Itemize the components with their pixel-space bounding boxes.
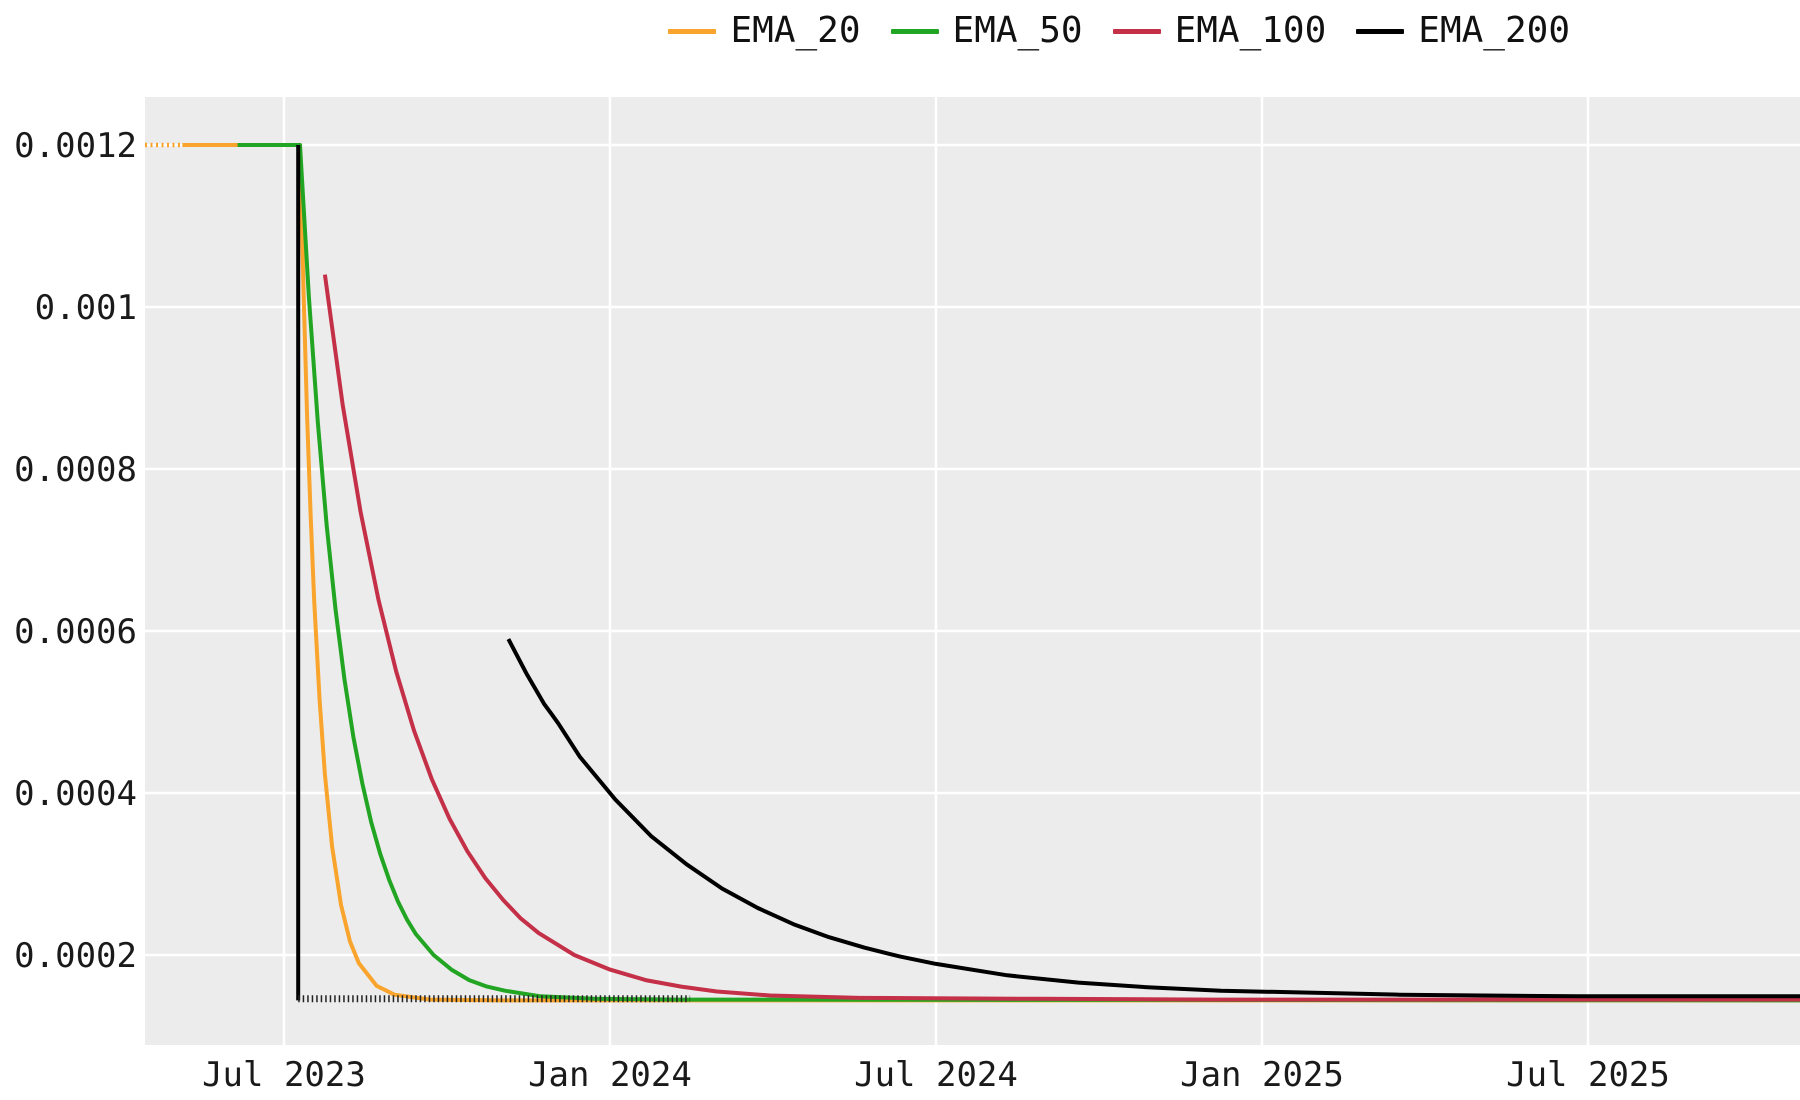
x-tick-label: Jan 2024 [528, 1055, 692, 1095]
legend-label: EMA_100 [1174, 10, 1327, 51]
y-tick-label: 0.0008 [14, 450, 137, 490]
y-tick-label: 0.001 [35, 288, 137, 328]
x-tick-label: Jul 2023 [202, 1055, 366, 1095]
legend-line-swatch-icon [1112, 28, 1161, 34]
x-tick-label: Jan 2025 [1180, 1055, 1344, 1095]
plot-background [145, 97, 1800, 1045]
legend-label: EMA_200 [1418, 10, 1570, 51]
y-tick-label: 0.0002 [14, 936, 137, 976]
legend-line-swatch-icon [1356, 28, 1405, 34]
y-tick-label: 0.0004 [14, 774, 137, 814]
legend-label: EMA_50 [952, 10, 1083, 51]
legend-item-ema_100: EMA_100 [1112, 8, 1327, 54]
x-tick-label: Jul 2025 [1506, 1055, 1670, 1095]
legend-label: EMA_20 [730, 10, 861, 51]
x-tick-label: Jul 2024 [854, 1055, 1018, 1095]
line-ema200 [506, 638, 1800, 999]
legend-line-swatch-icon [668, 28, 717, 34]
y-tick-label: 0.0006 [14, 612, 137, 652]
chart-legend: EMA_20 EMA_50 EMA_100 EMA_200 [668, 8, 1570, 54]
legend-item-ema_20: EMA_20 [668, 8, 861, 54]
legend-line-swatch-icon [890, 28, 939, 34]
legend-item-ema_50: EMA_50 [890, 8, 1083, 54]
y-tick-label: 0.0012 [14, 126, 137, 166]
line-ema100 [322, 274, 1800, 1002]
line-ema50 [237, 143, 1800, 1003]
legend-item-ema_200: EMA_200 [1356, 8, 1570, 54]
